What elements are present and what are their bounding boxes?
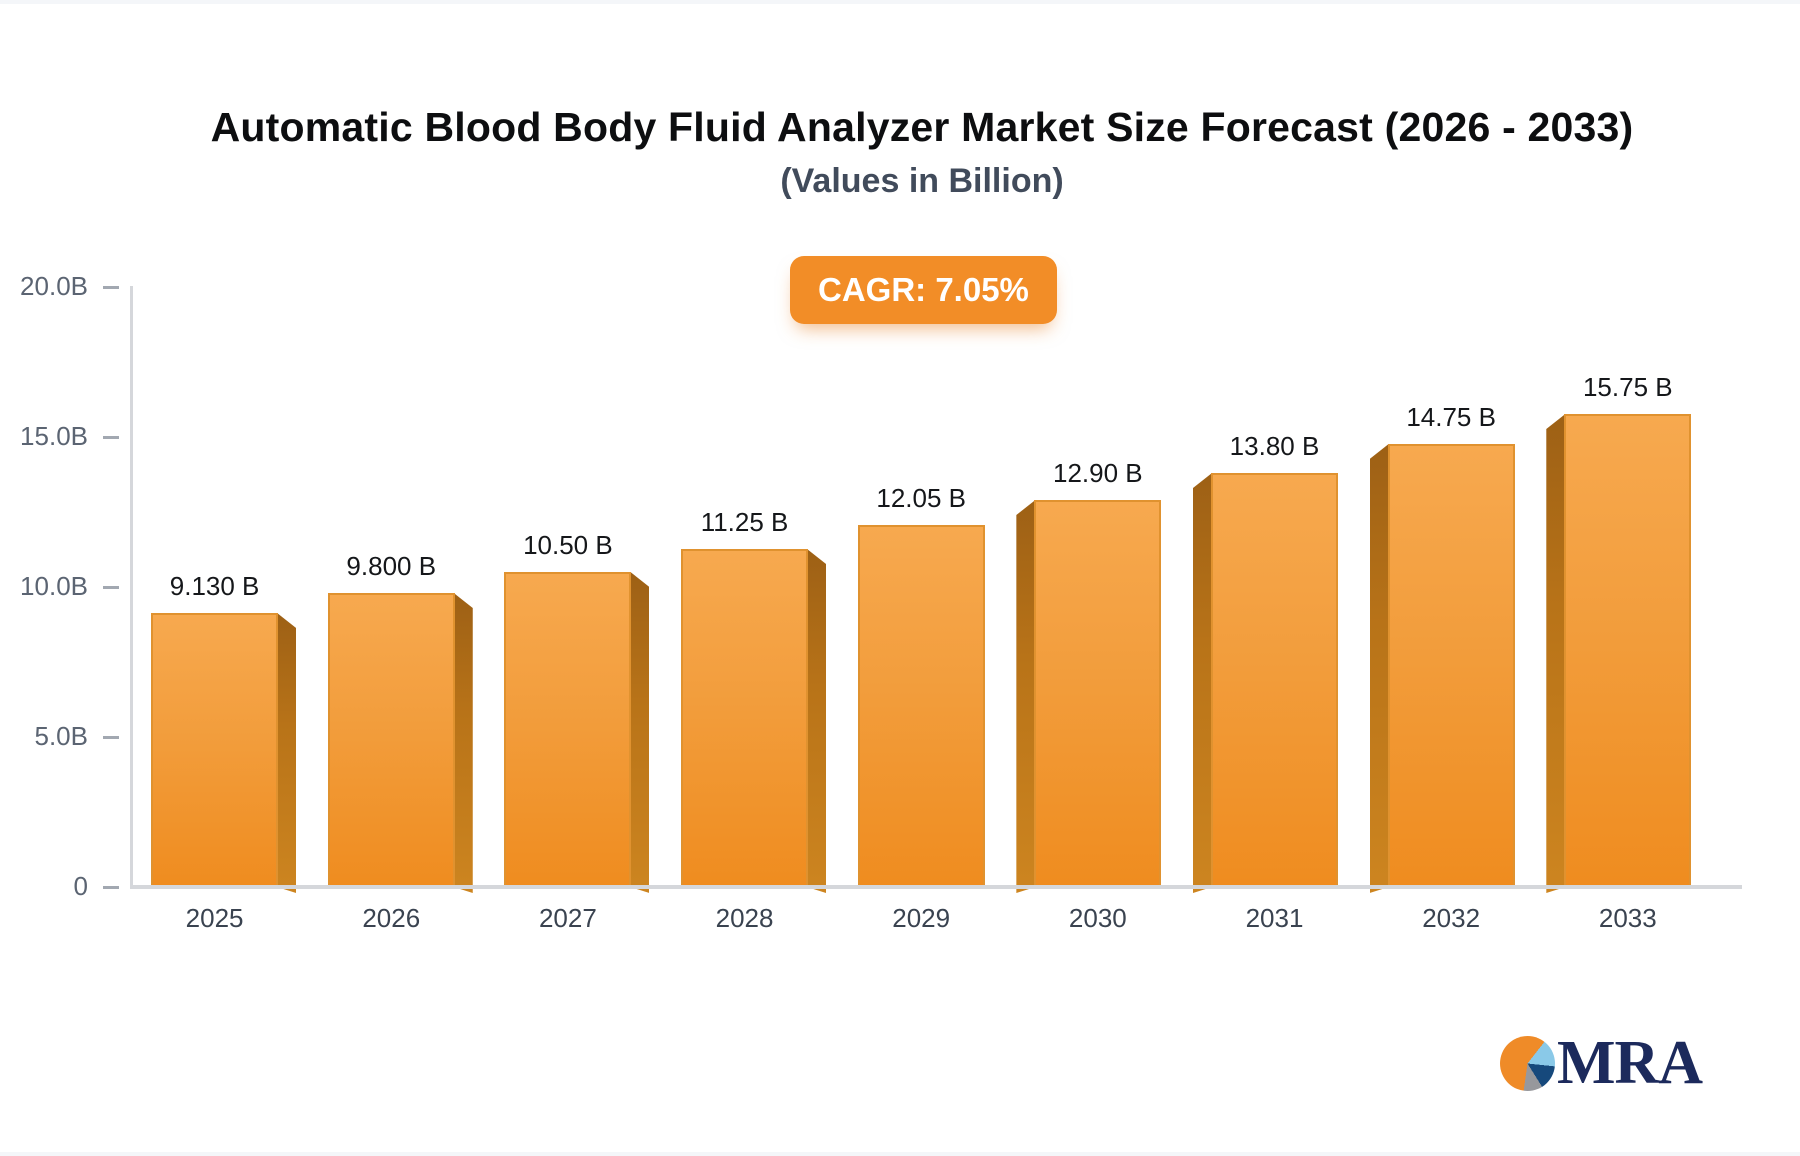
- bar-2025: [151, 613, 279, 887]
- y-tick-label: 10.0B: [20, 571, 88, 601]
- bar-value-label-2027: 10.50 B: [523, 530, 613, 560]
- bar-value-label-2026: 9.800 B: [346, 551, 437, 581]
- y-tick-mark: [103, 585, 119, 589]
- pie-chart-icon: [1500, 1036, 1555, 1091]
- page-title: Automatic Blood Body Fluid Analyzer Mark…: [210, 104, 1634, 150]
- x-axis-label-2031: 2031: [1245, 903, 1304, 933]
- bar-value-label-2028: 11.25 B: [700, 507, 789, 537]
- x-axis-label-2033: 2033: [1598, 903, 1657, 933]
- bar-value-label-2030: 12.90 B: [1053, 458, 1143, 488]
- page-subtitle: (Values in Billion): [780, 162, 1064, 200]
- x-axis-label-2027: 2027: [538, 903, 597, 933]
- bar-3d-side-2030: [1016, 500, 1035, 893]
- y-tick-mark: [103, 735, 119, 739]
- bar-2030: [1034, 500, 1162, 887]
- x-axis-label-2029: 2029: [892, 903, 951, 933]
- x-axis-label-2025: 2025: [185, 903, 244, 933]
- y-tick-label: 20.0B: [20, 271, 88, 301]
- bar-2028: [681, 549, 809, 887]
- bar-3d-side-2026: [454, 593, 473, 893]
- bar-3d-side-2032: [1370, 444, 1389, 893]
- bar-2026: [327, 593, 455, 887]
- cagr-badge: CAGR: 7.05%: [790, 256, 1057, 324]
- y-tick-label: 0: [73, 871, 88, 901]
- bar-2027: [504, 572, 632, 887]
- bar-3d-side-2025: [277, 613, 296, 893]
- bar-2033: [1564, 414, 1692, 887]
- brand-logo: MRA: [1500, 1029, 1703, 1097]
- bottom-edge-strip: [0, 1152, 1800, 1156]
- bar-2032: [1387, 444, 1515, 887]
- y-tick-label: 5.0B: [34, 721, 89, 751]
- y-tick-mark: [103, 435, 119, 439]
- bar-2031: [1211, 473, 1338, 887]
- bar-3d-side-2033: [1546, 414, 1565, 893]
- bar-value-label-2025: 9.130 B: [169, 571, 260, 601]
- top-edge-strip: [0, 0, 1800, 4]
- bar-value-label-2031: 13.80 B: [1229, 431, 1320, 461]
- y-axis-line: [130, 286, 133, 887]
- logo-text: MRA: [1557, 1029, 1703, 1097]
- x-axis-label-2026: 2026: [362, 903, 421, 933]
- bar-3d-side-2031: [1193, 473, 1212, 893]
- y-tick-mark: [103, 885, 119, 889]
- x-axis-baseline: [130, 885, 1742, 889]
- bar-2029: [857, 525, 985, 887]
- y-tick-label: 15.0B: [20, 421, 88, 451]
- bar-3d-side-2028: [807, 549, 826, 893]
- x-axis-label-2030: 2030: [1068, 903, 1127, 933]
- y-tick-mark: [103, 285, 119, 289]
- x-axis-label-2032: 2032: [1422, 903, 1481, 933]
- x-axis-label-2028: 2028: [715, 903, 774, 933]
- bar-3d-side-2027: [630, 572, 649, 893]
- bar-value-label-2032: 14.75 B: [1406, 402, 1496, 432]
- bar-value-label-2033: 15.75 B: [1582, 372, 1673, 402]
- bar-value-label-2029: 12.05 B: [876, 483, 966, 513]
